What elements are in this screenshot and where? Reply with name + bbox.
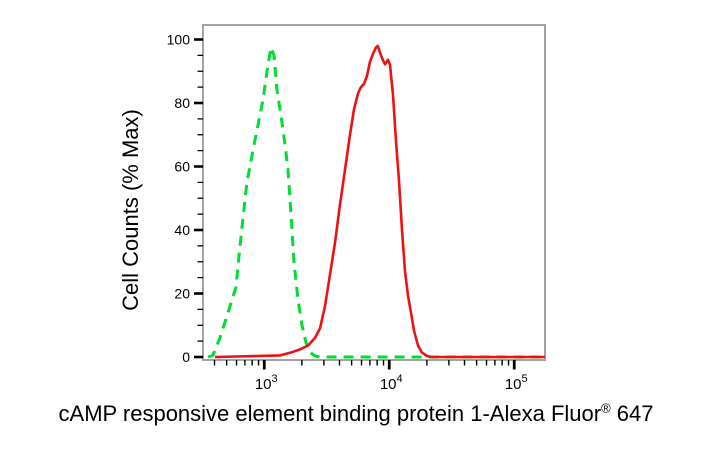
x-tick-label: 105 <box>505 373 528 393</box>
y-axis: 0 20 40 60 80 100 <box>167 32 203 365</box>
x-tick-label: 103 <box>255 373 278 393</box>
red-solid-stained-curve <box>214 44 545 359</box>
y-axis-title-text: Cell Counts (% Max) <box>118 109 143 311</box>
x-axis: 103 104 105 <box>213 360 528 393</box>
y-axis-title: Cell Counts (% Max) <box>118 109 144 311</box>
x-tick-label: 104 <box>380 373 403 393</box>
y-tick-label: 60 <box>174 159 190 175</box>
y-tick-label: 100 <box>167 32 191 48</box>
green-dashed-control-curve <box>207 45 545 359</box>
y-tick-label: 20 <box>174 286 190 302</box>
y-tick-label: 80 <box>174 95 190 111</box>
y-tick-label: 40 <box>174 222 190 238</box>
y-tick-label: 0 <box>182 349 190 365</box>
x-axis-title-suffix: 647 <box>610 401 654 426</box>
x-axis-title-text: cAMP responsive element binding protein … <box>58 401 602 426</box>
registered-trademark-symbol: ® <box>601 400 611 416</box>
plot-frame <box>202 24 546 361</box>
x-axis-title: cAMP responsive element binding protein … <box>59 401 654 427</box>
